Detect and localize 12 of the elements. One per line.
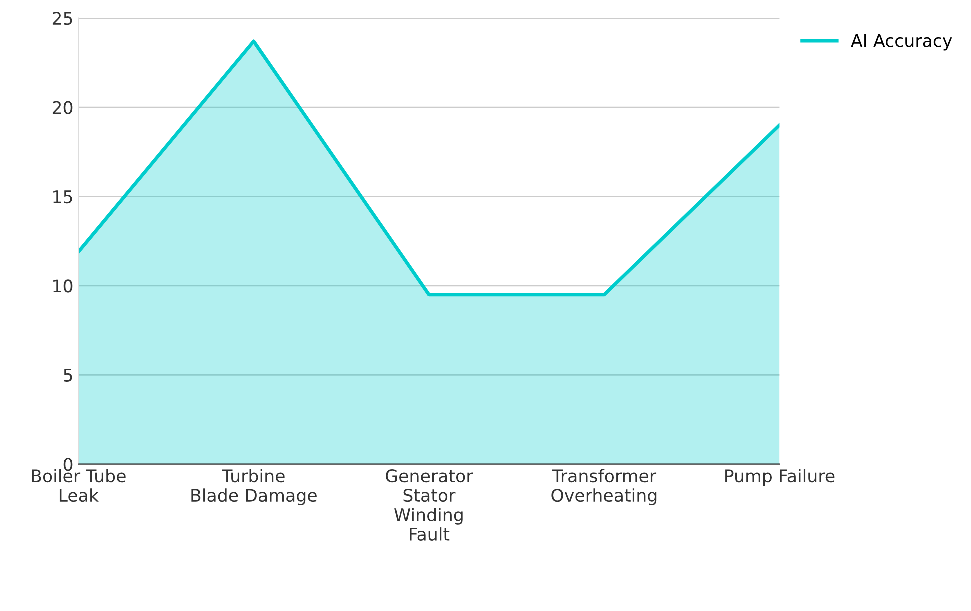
x-tick-label: Transformer Overheating <box>552 469 657 506</box>
y-tick-label: 10 <box>54 280 73 293</box>
y-tick-label: 25 <box>52 12 72 26</box>
x-tick-label: Turbine Blade Damage <box>192 469 317 506</box>
y-tick-label: 0 <box>64 458 73 472</box>
y-tick-label: 5 <box>64 369 72 382</box>
legend-label: AI Accuracy <box>851 34 952 51</box>
y-tick-label: 15 <box>54 190 72 204</box>
y-tick-label: 20 <box>52 101 73 114</box>
x-tick-label: Pump Failure <box>726 469 835 486</box>
x-tick-label: Boiler Tube Leak <box>32 469 126 502</box>
x-tick-label: Generator Stator Winding Fault <box>386 470 474 541</box>
